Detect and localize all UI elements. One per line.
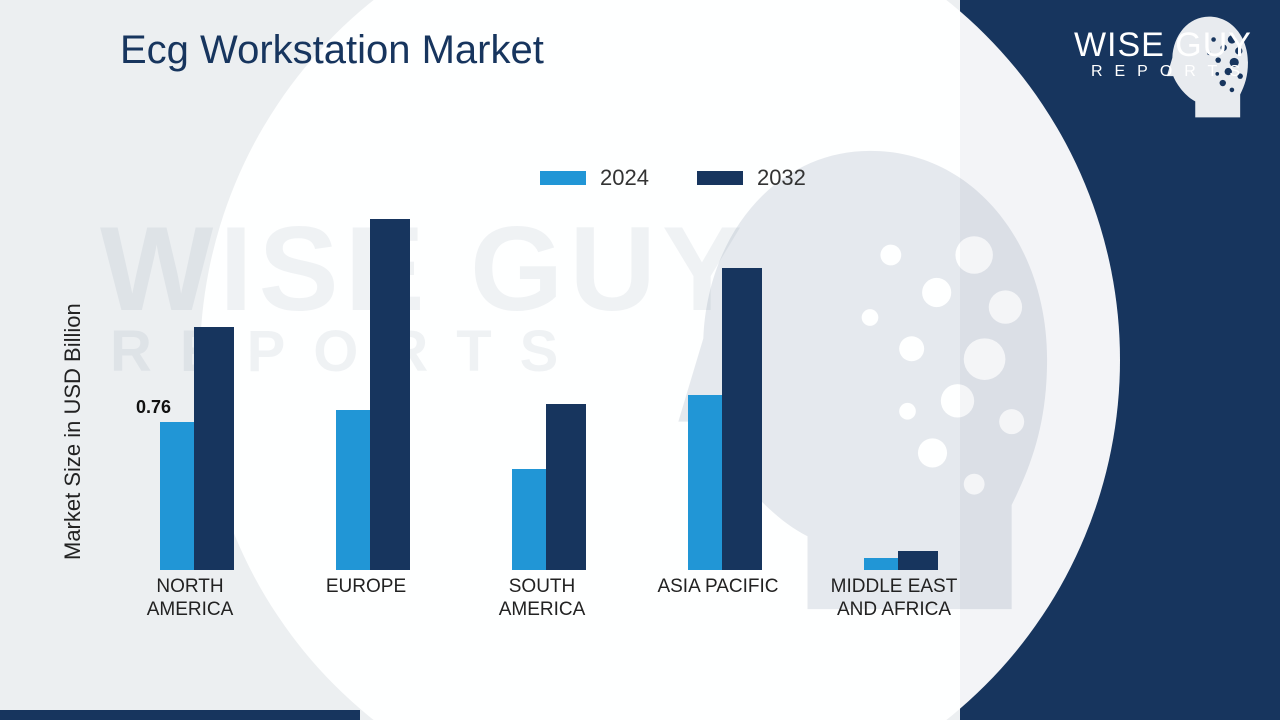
legend: 2024 2032	[540, 165, 806, 191]
legend-swatch-2032	[697, 171, 743, 185]
bar-2032	[898, 551, 938, 570]
category-label: SOUTH AMERICA	[472, 576, 612, 622]
category-label: MIDDLE EAST AND AFRICA	[824, 576, 964, 622]
legend-item-2032: 2032	[697, 165, 806, 191]
chart-canvas: Ecg Workstation Market WISE GUY REPORTS …	[0, 0, 1280, 720]
legend-label-2024: 2024	[600, 165, 649, 191]
legend-label-2032: 2032	[757, 165, 806, 191]
bar-2032	[370, 219, 410, 570]
bar-value-label: 0.76	[136, 397, 171, 418]
brand-sub: REPORTS	[1074, 63, 1252, 81]
category-label: NORTH AMERICA	[120, 576, 260, 622]
category-label: EUROPE	[296, 576, 436, 599]
y-axis-label: Market Size in USD Billion	[60, 303, 86, 560]
bar-2032	[722, 268, 762, 570]
brand-block: WISE GUY REPORTS	[1074, 26, 1252, 81]
bar-2032	[194, 327, 234, 570]
category-label: ASIA PACIFIC	[648, 576, 788, 599]
chart-title: Ecg Workstation Market	[120, 28, 544, 73]
brand-main: WISE GUY	[1074, 26, 1252, 65]
bar-2032	[546, 404, 586, 570]
legend-item-2024: 2024	[540, 165, 649, 191]
footer-accent-bar	[0, 710, 360, 720]
plot-area: 0.76	[110, 200, 990, 570]
legend-swatch-2024	[540, 171, 586, 185]
x-axis-labels: NORTH AMERICA EUROPE SOUTH AMERICA ASIA PAC…	[110, 570, 990, 700]
